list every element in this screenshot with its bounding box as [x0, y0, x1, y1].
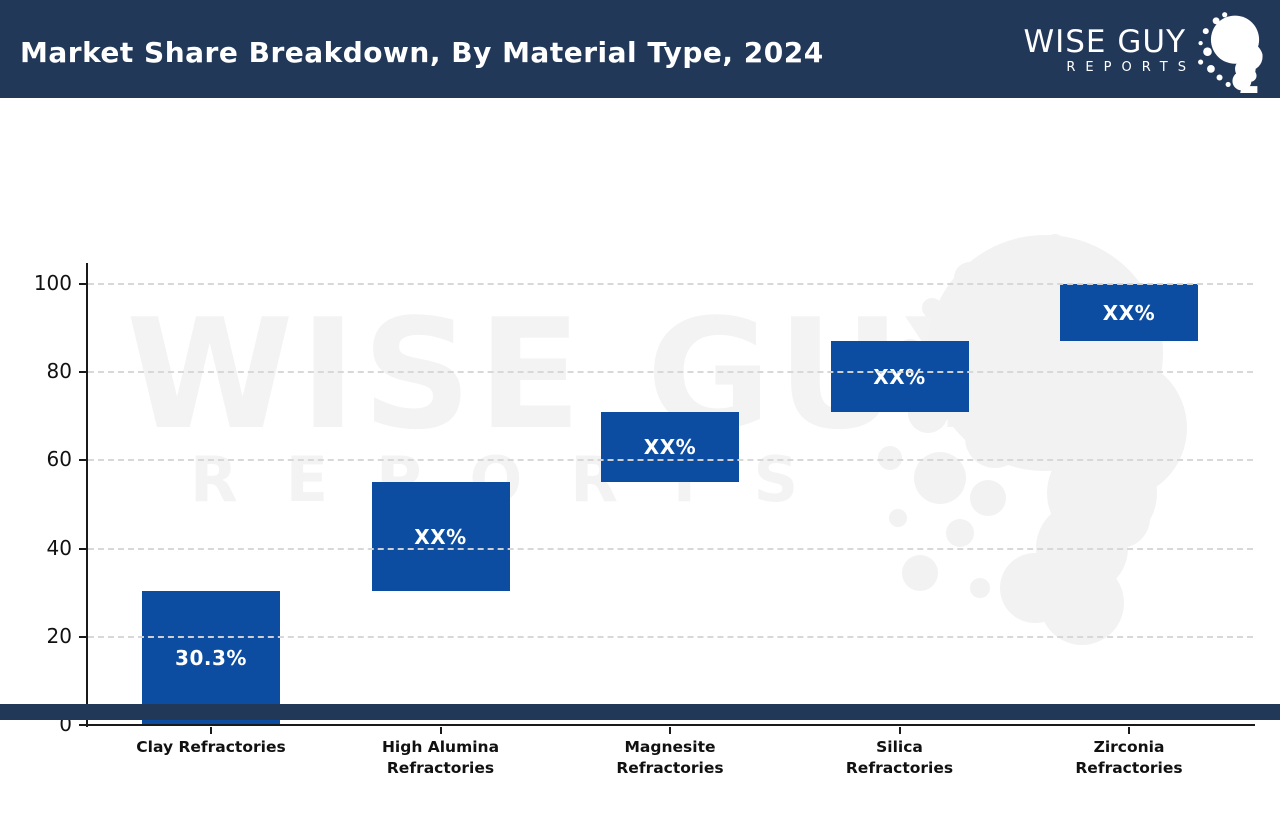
brand-subname: REPORTS	[1066, 60, 1196, 75]
y-tick-label: 80	[46, 359, 72, 384]
y-tick	[79, 547, 86, 550]
y-tick	[79, 635, 86, 638]
brand-name: WISE GUY	[1023, 24, 1186, 60]
y-tick	[79, 283, 86, 285]
y-tick	[79, 371, 86, 374]
bar: 30.3%	[142, 591, 280, 725]
x-category-label-line: Clay Refractories	[136, 738, 286, 756]
brand-text: WISE GUY REPORTS	[1023, 25, 1186, 75]
bar-label: XX%	[643, 435, 697, 460]
chart-canvas: WISE GUY REPORTS 0 20 40 60 80 100 30.3% XX% XX%…	[0, 98, 1280, 777]
bar: XX%	[601, 411, 739, 483]
footer-bar	[0, 704, 1280, 720]
x-category-label: Silica Refractories	[785, 737, 1015, 779]
y-tick-label: 40	[46, 535, 72, 560]
x-category-label: Magnesite Refractories	[555, 737, 785, 779]
bar-label: XX%	[873, 364, 926, 389]
x-tick	[669, 727, 671, 734]
gridline	[88, 547, 1253, 550]
gridline	[88, 635, 1253, 638]
bar-label: XX%	[414, 524, 467, 549]
page-title: Market Share Breakdown, By Material Type…	[20, 36, 824, 69]
x-category-label-line: Refractories	[616, 759, 724, 777]
bar-label: 30.3%	[175, 646, 247, 671]
x-category-label-line: Refractories	[1075, 759, 1183, 777]
y-axis-spine	[86, 263, 88, 727]
wiseguy-head-icon	[1198, 12, 1263, 93]
brand-logo: WISE GUY REPORTS	[1023, 6, 1268, 94]
x-tick	[1128, 727, 1130, 734]
x-tick	[439, 727, 442, 734]
x-category-label-line: Magnesite	[624, 738, 716, 756]
bar-label: XX%	[1102, 300, 1156, 325]
y-tick-label: 20	[46, 623, 72, 648]
x-axis-spine	[86, 724, 1255, 726]
y-tick	[79, 724, 86, 726]
x-category-label-line: Refractories	[386, 759, 495, 777]
x-category-label-line: High Alumina	[381, 738, 500, 756]
y-tick-label: 100	[33, 271, 72, 295]
x-tick	[210, 727, 212, 734]
bar: XX%	[830, 341, 969, 412]
x-category-label: High Alumina Refractories	[326, 737, 556, 779]
x-category-label-line: Refractories	[845, 759, 954, 777]
bar: XX%	[1060, 284, 1198, 342]
gridline	[88, 459, 1253, 462]
x-category-label-line: Zirconia	[1093, 738, 1165, 756]
header-bar: Market Share Breakdown, By Material Type…	[0, 0, 1280, 98]
x-category-label: Clay Refractories	[96, 737, 326, 758]
y-tick-label: 60	[46, 447, 72, 472]
gridline	[88, 371, 1253, 374]
x-category-label-line: Silica	[876, 738, 923, 756]
bar: XX%	[371, 482, 510, 592]
y-tick	[79, 459, 86, 462]
x-tick	[898, 727, 901, 734]
x-category-label: Zirconia Refractories	[1014, 737, 1244, 779]
gridline	[88, 283, 1253, 285]
